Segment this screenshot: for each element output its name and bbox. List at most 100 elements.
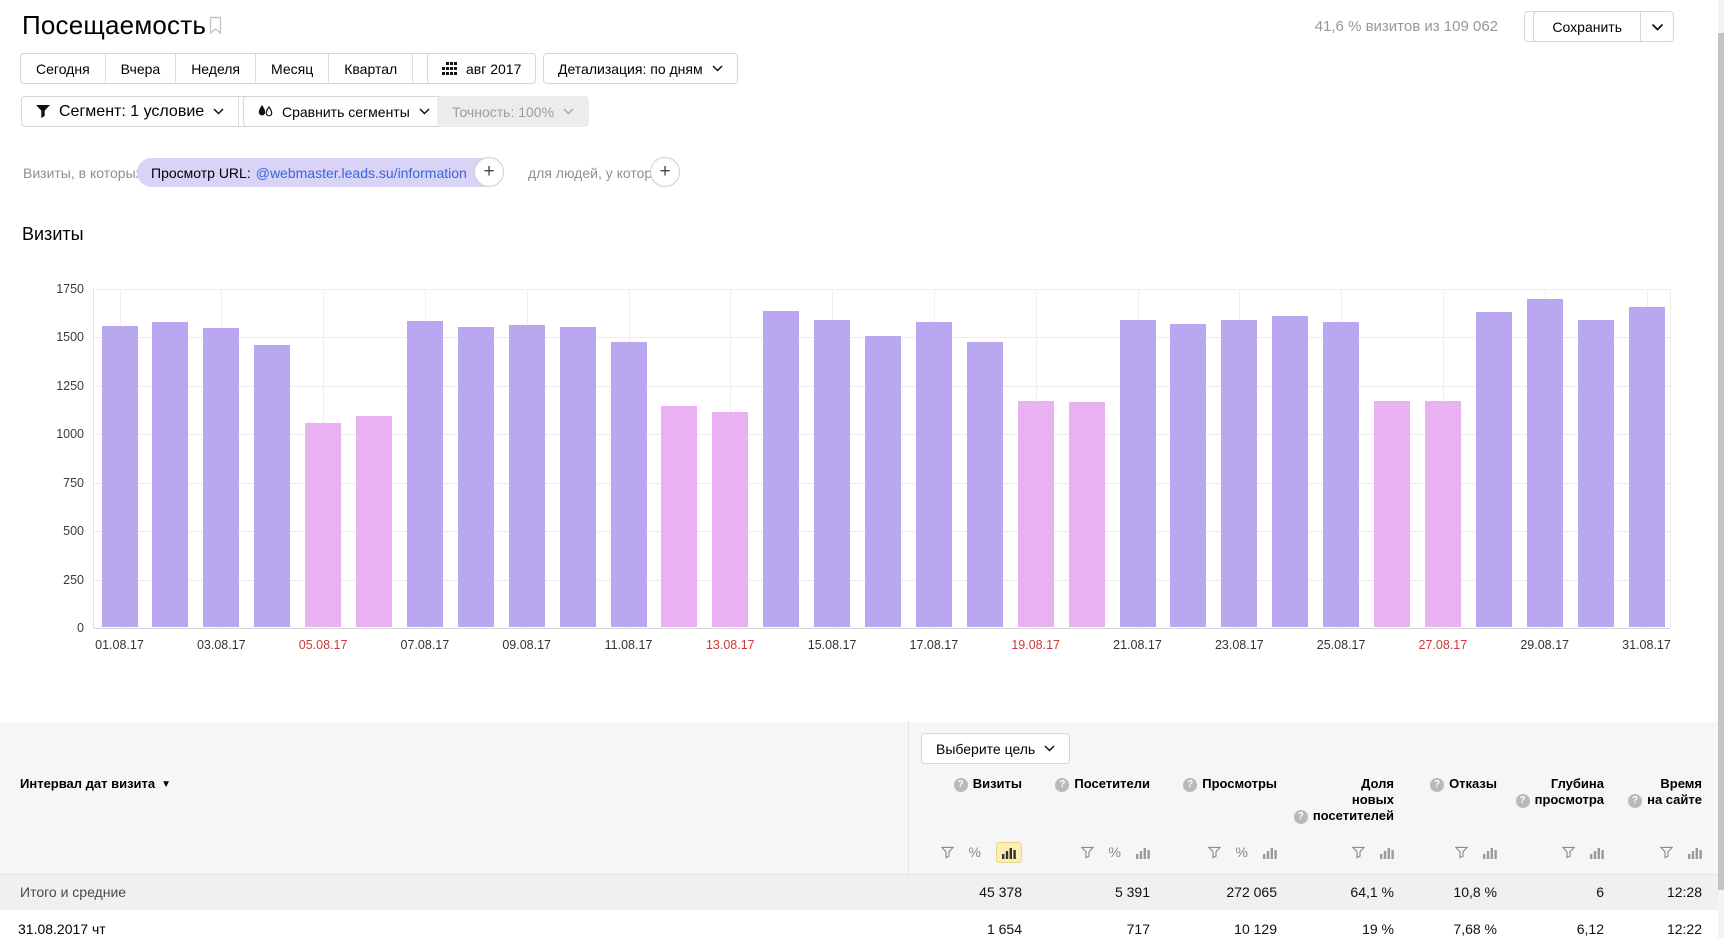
x-axis-tick-label: 29.08.17 [1520, 638, 1570, 652]
bars-tool-icon[interactable] [1688, 846, 1702, 859]
column-header-7[interactable]: ? Время на сайте [1604, 776, 1702, 825]
bars-tool-icon[interactable] [1483, 846, 1497, 859]
select-goal-label: Выберите цель [936, 740, 1036, 757]
period-tab-1[interactable]: Сегодня [36, 60, 90, 77]
save-dropdown-button[interactable] [1641, 11, 1674, 42]
bar-04.08.17[interactable] [254, 345, 291, 627]
add-people-condition-button[interactable]: + [650, 157, 680, 187]
metric-column-headers: ? Визиты? Посетители? Просмотры ? Доля новых … [908, 776, 1702, 825]
bookmark-icon[interactable] [208, 16, 223, 35]
column-header-5[interactable]: ? Отказы [1394, 776, 1497, 825]
filter-tool-icon[interactable] [1207, 846, 1221, 859]
period-tab-3[interactable]: Неделя [175, 54, 255, 83]
value-cell: 6 [1596, 884, 1604, 900]
value-cell: 1 654 [986, 921, 1022, 937]
bar-12.08.17[interactable] [661, 406, 698, 627]
bar-27.08.17[interactable] [1424, 400, 1461, 627]
bar-29.08.17[interactable] [1526, 299, 1563, 627]
bar-17.08.17[interactable] [915, 322, 952, 627]
percent-tool-icon[interactable]: % [1235, 844, 1248, 860]
bar-24.08.17[interactable] [1272, 316, 1309, 627]
url-filter-chip[interactable]: Просмотр URL: @webmaster.leads.su/inform… [137, 158, 501, 187]
chip-prefix: Просмотр URL: [151, 164, 251, 181]
column-header-1[interactable]: ? Визиты [908, 776, 1022, 825]
bar-13.08.17[interactable] [712, 412, 749, 627]
bar-30.08.17[interactable] [1577, 320, 1614, 627]
help-icon[interactable]: ? [1293, 810, 1308, 824]
bar-06.08.17[interactable] [356, 415, 392, 627]
bar-07.08.17[interactable] [406, 321, 443, 627]
filter-tool-icon[interactable] [1660, 846, 1673, 859]
bar-19.08.17[interactable] [1017, 400, 1054, 627]
help-icon[interactable]: ? [1430, 778, 1445, 792]
x-axis-tick-label: 11.08.17 [604, 638, 653, 652]
column-header-2[interactable]: ? Посетители [1022, 776, 1150, 825]
column-tools-2: % [1022, 840, 1150, 864]
column-header-6[interactable]: ? Глубина просмотра [1497, 776, 1604, 825]
period-tab-5[interactable]: Квартал [328, 54, 412, 83]
bars-tool-icon[interactable] [1590, 846, 1604, 859]
value-cell: 5 391 [1114, 884, 1150, 900]
bars-tool-icon[interactable] [1380, 846, 1394, 859]
bar-08.08.17[interactable] [457, 326, 494, 627]
percent-tool-icon[interactable]: % [968, 844, 981, 860]
sample-info-text: 41,6 % визитов из 109 062 [1314, 18, 1498, 35]
bars-tool-icon[interactable] [1263, 846, 1277, 859]
bar-21.08.17[interactable] [1119, 320, 1156, 627]
x-axis-tick-label: 05.08.17 [298, 638, 348, 652]
bar-10.08.17[interactable] [559, 326, 596, 627]
bar-22.08.17[interactable] [1170, 324, 1207, 627]
bar-16.08.17[interactable] [865, 336, 901, 627]
help-icon[interactable]: ? [1515, 794, 1530, 808]
bars-tool-icon[interactable] [1136, 846, 1150, 859]
chevron-down-icon [1044, 745, 1055, 752]
help-icon[interactable]: ? [1628, 794, 1643, 808]
filter-tool-icon[interactable] [1352, 846, 1365, 859]
compare-segments-button[interactable]: Сравнить сегменты [243, 96, 445, 127]
bar-01.08.17[interactable] [101, 325, 138, 627]
help-icon[interactable]: ? [1183, 778, 1198, 792]
bar-14.08.17[interactable] [763, 311, 800, 627]
segment-dropdown[interactable]: Сегмент: 1 условие [22, 97, 238, 126]
add-visit-condition-button[interactable]: + [474, 157, 504, 187]
percent-tool-icon[interactable]: % [1108, 844, 1121, 860]
value-cell: 7,68 % [1453, 921, 1497, 937]
chip-url-value[interactable]: @webmaster.leads.su/information [255, 164, 467, 181]
bar-26.08.17[interactable] [1374, 400, 1410, 627]
x-axis-tick-label: 27.08.17 [1418, 638, 1468, 652]
column-header-3[interactable]: ? Просмотры [1150, 776, 1277, 825]
chevron-down-icon [563, 108, 574, 115]
detail-dropdown[interactable]: Детализация: по дням [543, 53, 738, 84]
bar-23.08.17[interactable] [1221, 320, 1258, 627]
bar-18.08.17[interactable] [966, 341, 1003, 627]
date-range-button[interactable]: авг 2017 [427, 53, 537, 84]
filter-tool-icon[interactable] [1455, 846, 1468, 859]
bar-25.08.17[interactable] [1323, 322, 1360, 627]
column-header-4[interactable]: ? Доля новых посетителей [1277, 776, 1394, 825]
help-icon[interactable]: ? [953, 778, 968, 792]
period-tab-4[interactable]: Месяц [255, 54, 328, 83]
table-row[interactable]: 31.08.2017 чт 1 654 717 10 129 19 % 7,68 % 6,… [0, 909, 1724, 938]
bar-31.08.17[interactable] [1628, 306, 1665, 627]
select-goal-dropdown[interactable]: Выберите цель [921, 733, 1071, 764]
help-icon[interactable]: ? [1055, 778, 1070, 792]
filter-tool-icon[interactable] [1562, 846, 1575, 859]
bar-02.08.17[interactable] [152, 322, 189, 627]
filter-tool-icon[interactable] [940, 846, 954, 859]
precision-dropdown[interactable]: Точность: 100% [437, 96, 590, 127]
bar-03.08.17[interactable] [203, 327, 240, 627]
bars-tool-icon[interactable] [996, 841, 1022, 863]
period-tab-2[interactable]: Вчера [104, 54, 176, 83]
value-cell: 45 378 [979, 884, 1022, 900]
bar-11.08.17[interactable] [610, 341, 647, 627]
bar-09.08.17[interactable] [508, 324, 545, 627]
bar-05.08.17[interactable] [305, 423, 342, 627]
scrollbar-thumb[interactable] [1718, 33, 1724, 890]
bar-15.08.17[interactable] [814, 320, 851, 627]
vertical-scrollbar[interactable] [1718, 0, 1724, 938]
bar-20.08.17[interactable] [1068, 402, 1105, 627]
filter-tool-icon[interactable] [1080, 846, 1094, 859]
save-button[interactable]: Сохранить [1533, 11, 1641, 42]
dimension-column-header[interactable]: Интервал дат визита ▼ [20, 776, 171, 791]
bar-28.08.17[interactable] [1475, 312, 1512, 627]
